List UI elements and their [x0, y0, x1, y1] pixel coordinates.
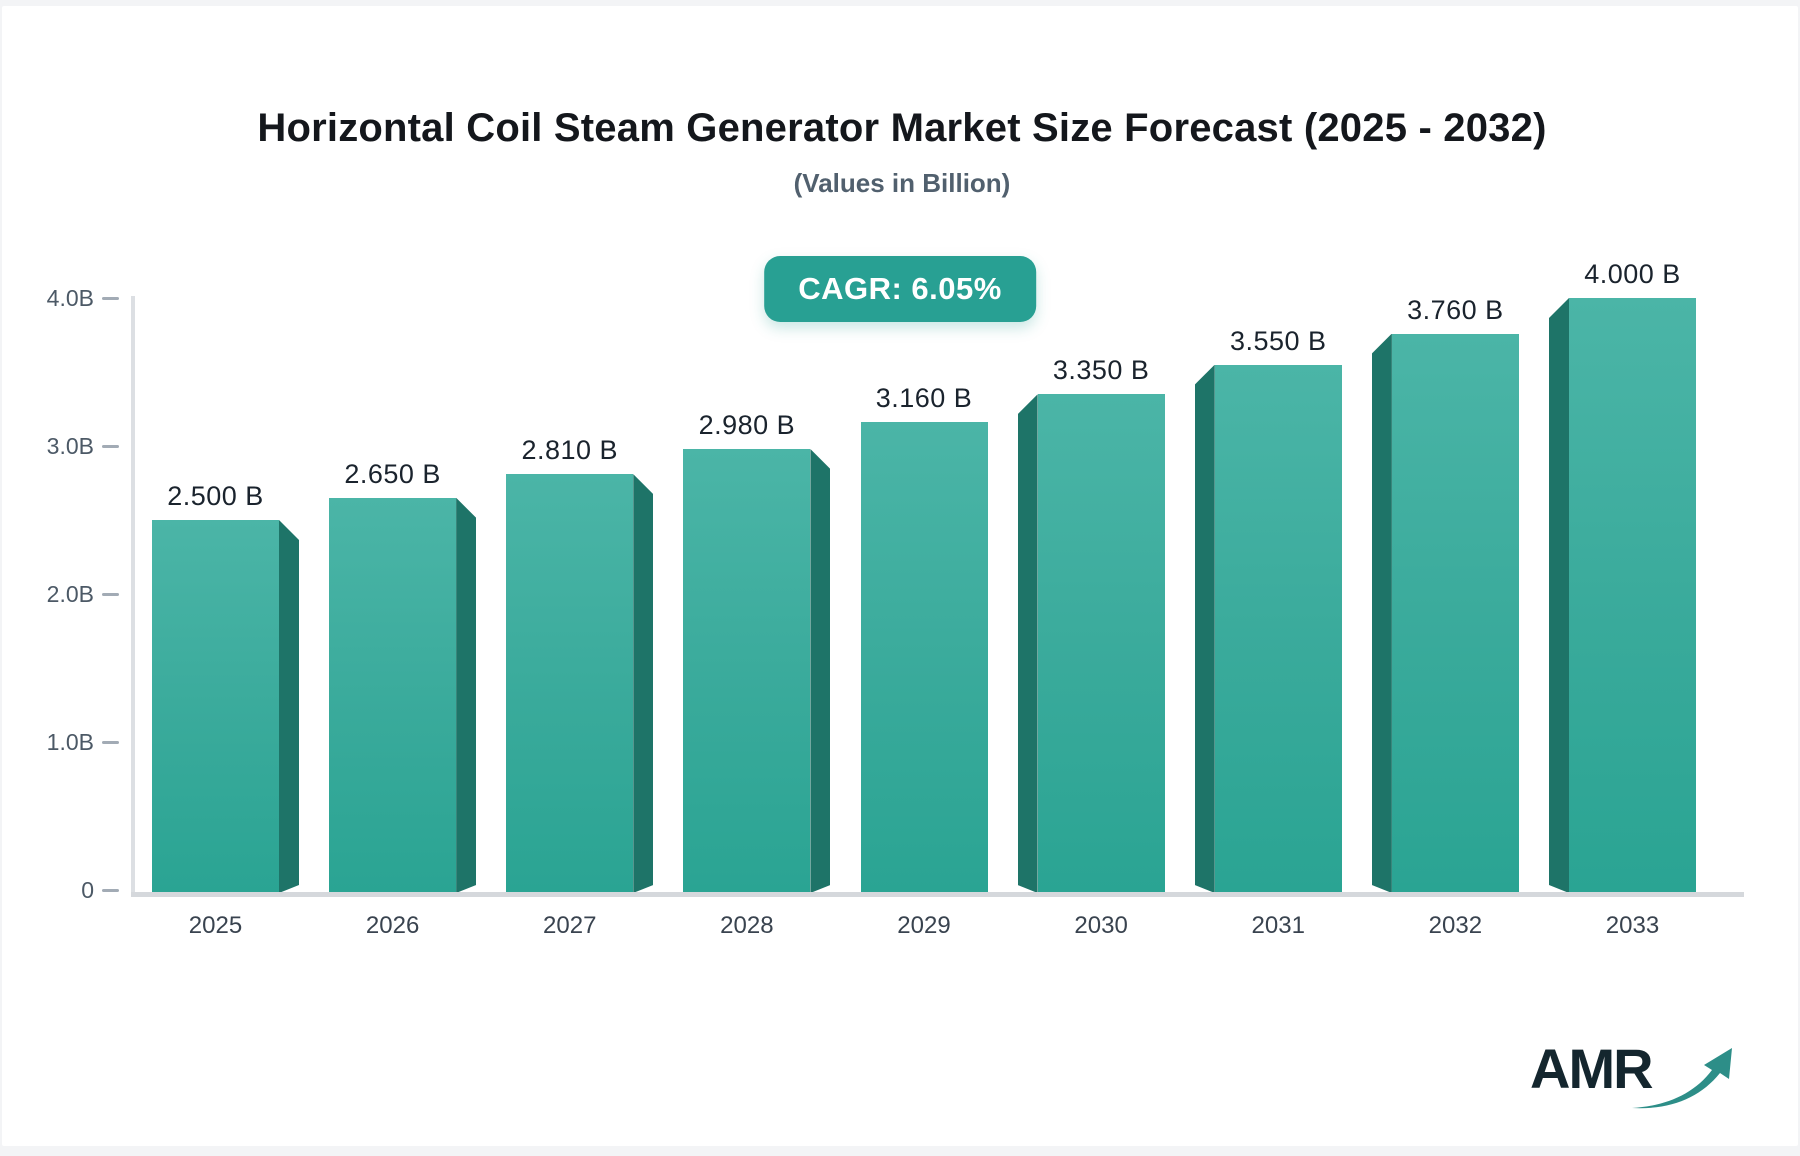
bar-2025[interactable]	[152, 520, 279, 893]
bar-2026[interactable]	[329, 497, 457, 893]
bar-3d-side	[1549, 298, 1569, 893]
x-axis-label: 2025	[188, 912, 243, 939]
amr-logo-text: AMR	[1530, 1037, 1654, 1100]
bar-2027[interactable]	[506, 474, 634, 893]
bar-2028[interactable]	[683, 448, 811, 893]
x-axis-label: 2032	[1428, 912, 1483, 939]
chart-card: Horizontal Coil Steam Generator Market S…	[2, 6, 1798, 1146]
x-axis-label: 2031	[1251, 912, 1305, 939]
y-axis-label: 4.0B	[46, 285, 94, 311]
x-axis-label: 2029	[897, 912, 951, 939]
bar-3d-side	[279, 520, 299, 893]
x-axis-line	[131, 892, 1744, 897]
y-axis-tick	[102, 889, 119, 892]
y-axis-tick	[102, 593, 119, 596]
x-axis-label: 2033	[1605, 912, 1660, 939]
x-axis-label: 2030	[1074, 912, 1128, 939]
bar-2031[interactable]	[1214, 364, 1342, 893]
bar-value-label: 2.810 B	[521, 435, 619, 466]
x-axis-label: 2026	[365, 912, 420, 939]
bar-3d-side	[1018, 394, 1038, 893]
bar-value-label: 4.000 B	[1584, 259, 1681, 289]
y-axis-line	[131, 296, 135, 895]
x-axis-label: 2028	[720, 912, 774, 939]
bar-value-label: 3.160 B	[875, 383, 973, 414]
bar-3d-side	[1372, 334, 1392, 893]
bar-value-label: 3.350 B	[1052, 355, 1150, 386]
cagr-badge: CAGR: 6.05%	[764, 256, 1036, 322]
chart-subtitle: (Values in Billion)	[793, 168, 1011, 198]
bar-3d-side	[810, 449, 830, 893]
bar-3d-side	[633, 474, 653, 893]
y-axis-tick	[102, 297, 119, 300]
x-axis-label: 2027	[543, 912, 597, 939]
y-axis-tick	[102, 445, 119, 448]
bar-2029[interactable]	[860, 422, 988, 893]
bar-value-label: 2.980 B	[698, 409, 796, 440]
y-axis-label: 1.0B	[46, 729, 94, 755]
bar-2032[interactable]	[1391, 333, 1519, 893]
y-axis-label: 2.0B	[46, 581, 94, 607]
amr-logo: AMR	[1530, 1036, 1740, 1116]
chart-title: Horizontal Coil Steam Generator Market S…	[257, 106, 1547, 150]
bar-3d-side	[456, 498, 476, 893]
y-axis-label: 0	[81, 877, 94, 903]
bar-value-label: 2.500 B	[167, 481, 264, 511]
bar-3d-side	[1195, 365, 1215, 893]
y-axis-label: 3.0B	[46, 433, 94, 459]
bar-2030[interactable]	[1037, 394, 1165, 893]
bar-value-label: 3.550 B	[1229, 325, 1327, 356]
bar-value-label: 2.650 B	[344, 458, 441, 489]
y-axis-tick	[102, 741, 119, 744]
growth-arrow-icon	[1632, 1048, 1732, 1109]
bar-value-label: 3.760 B	[1407, 294, 1504, 325]
bar-2033[interactable]	[1569, 298, 1696, 893]
